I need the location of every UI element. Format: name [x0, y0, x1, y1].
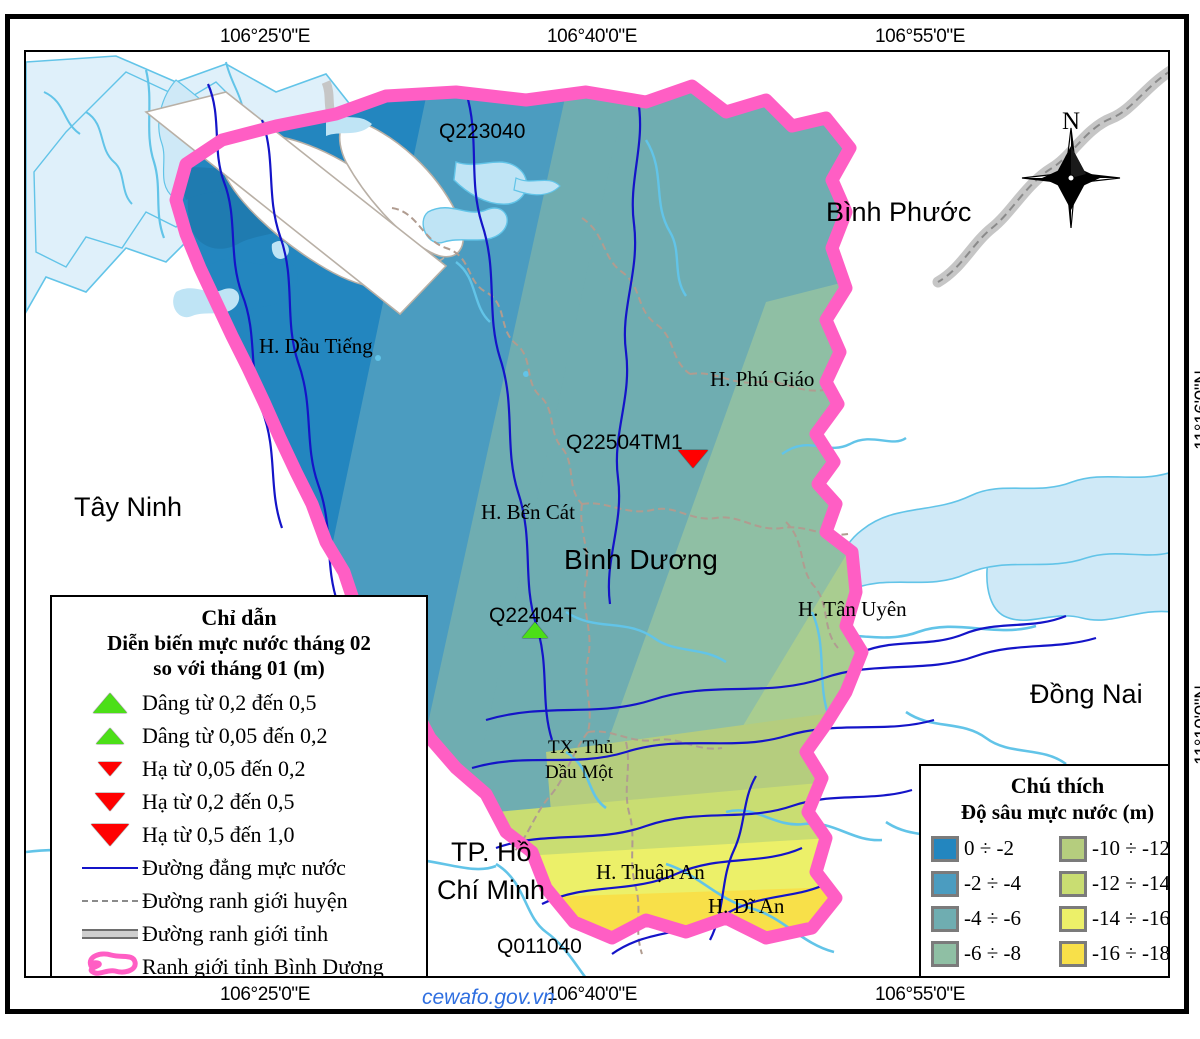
legend-left-row-3[interactable]: Hạ từ 0,2 đến 0,5: [52, 785, 426, 818]
legend-right-subtitle: Độ sâu mực nước (m): [960, 800, 1155, 824]
legend-left-row-5[interactable]: Đường đẳng mực nước: [52, 851, 426, 884]
legend-right-column-2: -10 ÷ -12 -12 ÷ -14 -14 ÷ -16 -16 ÷ -18 -18 …: [1059, 831, 1170, 978]
legend-left-row-7[interactable]: Đường ranh giới tỉnh: [52, 917, 426, 950]
legend-left-label-0: Dâng từ 0,2 đến 0,5: [142, 689, 317, 715]
depth-legend-col1-label-2: -4 ÷ -6: [964, 906, 1022, 930]
legend-left-row-2[interactable]: Hạ từ 0,05 đến 0,2: [52, 752, 426, 785]
legend-left-items: Dâng từ 0,2 đến 0,5 Dâng từ 0,05 đến 0,2 H…: [52, 686, 426, 978]
contour-line-icon: [82, 866, 138, 869]
watermark: cewafo.gov.vn: [422, 986, 555, 1009]
district-boundary-line-icon: [82, 899, 138, 902]
well-marker-triangle-down-icon[interactable]: [678, 450, 708, 468]
triangle-up-icon: [93, 692, 127, 713]
legend-left-row-8[interactable]: Ranh giới tỉnh Bình Dương: [52, 950, 426, 978]
inner-lakes: [323, 161, 561, 605]
depth-legend-col1-label-0: 0 ÷ -2: [964, 836, 1015, 860]
legend-left-row-1[interactable]: Dâng từ 0,05 đến 0,2: [52, 719, 426, 752]
legend-left-row-6[interactable]: Đường ranh giới huyện: [52, 884, 426, 917]
depth-legend-col1-label-1: -2 ÷ -4: [964, 871, 1022, 895]
depth-legend-col1-swatch-0: [931, 835, 959, 862]
graticule-label-top-1: 106°40'0"E: [547, 26, 638, 47]
depth-legend-col2-swatch-4: [1059, 975, 1087, 976]
triangle-up-icon: [96, 727, 124, 744]
depth-legend-col2-swatch-2: [1059, 905, 1087, 932]
legend-left-subtitle-2: so với tháng 01 (m): [153, 656, 325, 680]
map-canvas[interactable]: Bình Phước Tây Ninh Đồng Nai TP. Hồ Chí Minh…: [24, 50, 1170, 978]
province-border-blob-icon: [81, 950, 139, 976]
legend-left-row-4[interactable]: Hạ từ 0,5 đến 1,0: [52, 818, 426, 851]
legend-right-column-1: 0 ÷ -2 -2 ÷ -4 -4 ÷ -6 -6 ÷ -8 -8 ÷ -10: [931, 831, 1059, 978]
legend-left-label-4: Hạ từ 0,5 đến 1,0: [142, 821, 295, 847]
depth-legend-col2-label-4: -18 ÷ -20: [1092, 976, 1170, 978]
depth-legend-col2-label-2: -14 ÷ -16: [1092, 906, 1170, 930]
legend-left-label-1: Dâng từ 0,05 đến 0,2: [142, 722, 328, 748]
depth-legend-col2-row-1[interactable]: -12 ÷ -14: [1059, 866, 1170, 901]
north-arrow: N: [1016, 108, 1126, 247]
depth-legend-col1-swatch-4: [931, 975, 959, 976]
water-dongnai: [785, 472, 1168, 644]
depth-legend-col1-swatch-3: [931, 940, 959, 967]
depth-legend-col2-label-0: -10 ÷ -12: [1092, 836, 1170, 860]
depth-legend-col2-swatch-1: [1059, 870, 1087, 897]
depth-legend-col1-label-3: -6 ÷ -8: [964, 941, 1022, 965]
depth-legend-col2-label-1: -12 ÷ -14: [1092, 871, 1170, 895]
depth-legend-col1-row-3[interactable]: -6 ÷ -8: [931, 936, 1059, 971]
graticule-label-top-2: 106°55'0"E: [875, 26, 966, 47]
depth-legend-col1-swatch-1: [931, 870, 959, 897]
depth-legend-col1-row-4[interactable]: -8 ÷ -10: [931, 971, 1059, 978]
depth-legend-col2-row-4[interactable]: -18 ÷ -20: [1059, 971, 1170, 978]
legend-left-label-8: Ranh giới tỉnh Bình Dương: [142, 953, 384, 978]
legend-water-depth[interactable]: Chú thích Độ sâu mực nước (m) 0 ÷ -2 -2 ÷…: [919, 764, 1170, 978]
depth-legend-col2-row-3[interactable]: -16 ÷ -18: [1059, 936, 1170, 971]
triangle-down-icon: [98, 761, 122, 776]
depth-legend-col1-swatch-2: [931, 905, 959, 932]
legend-water-level-change[interactable]: Chỉ dẫn Diễn biến mực nước tháng 02 so v…: [50, 595, 428, 978]
depth-legend-col2-row-2[interactable]: -14 ÷ -16: [1059, 901, 1170, 936]
depth-legend-col1-row-0[interactable]: 0 ÷ -2: [931, 831, 1059, 866]
province-boundary-line-icon: [82, 928, 138, 939]
depth-legend-col2-label-3: -16 ÷ -18: [1092, 941, 1170, 965]
north-arrow-label: N: [1062, 108, 1081, 135]
depth-legend-col2-swatch-0: [1059, 835, 1087, 862]
depth-legend-col2-swatch-3: [1059, 940, 1087, 967]
binh-duong-border: [169, 79, 869, 945]
depth-legend-col2-row-0[interactable]: -10 ÷ -12: [1059, 831, 1170, 866]
legend-left-label-2: Hạ từ 0,05 đến 0,2: [142, 755, 306, 781]
depth-legend-col1-row-2[interactable]: -4 ÷ -6: [931, 901, 1059, 936]
triangle-down-icon: [91, 823, 129, 846]
map-graphics: [26, 55, 1168, 976]
legend-right-title: Chú thích: [1010, 773, 1105, 798]
depth-legend-col1-row-1[interactable]: -2 ÷ -4: [931, 866, 1059, 901]
well-marker-triangle-up-icon[interactable]: [522, 622, 548, 638]
legend-left-title: Chỉ dẫn: [201, 605, 277, 630]
graticule-label-bottom-1: 106°40'0"E: [547, 984, 638, 1005]
graticule-label-bottom-2: 106°55'0"E: [875, 984, 966, 1005]
compass-rose-icon: [1021, 127, 1121, 229]
legend-left-row-0[interactable]: Dâng từ 0,2 đến 0,5: [52, 686, 426, 719]
graticule-label-top-0: 106°25'0"E: [220, 26, 311, 47]
legend-left-label-5: Đường đẳng mực nước: [142, 854, 346, 880]
legend-left-subtitle-1: Diễn biến mực nước tháng 02: [107, 631, 371, 655]
inner-rivers: [455, 139, 907, 721]
legend-left-label-7: Đường ranh giới tỉnh: [142, 920, 329, 946]
triangle-down-icon: [95, 792, 125, 811]
graticule-label-right-0: 11°16'0"N: [1192, 370, 1200, 450]
graticule-label-bottom-0: 106°25'0"E: [220, 984, 311, 1005]
legend-left-label-6: Đường ranh giới huyện: [142, 887, 348, 913]
depth-legend-col1-label-4: -8 ÷ -10: [964, 976, 1032, 978]
legend-left-label-3: Hạ từ 0,2 đến 0,5: [142, 788, 295, 814]
graticule-label-right-1: 11°10'0"N: [1192, 685, 1200, 765]
